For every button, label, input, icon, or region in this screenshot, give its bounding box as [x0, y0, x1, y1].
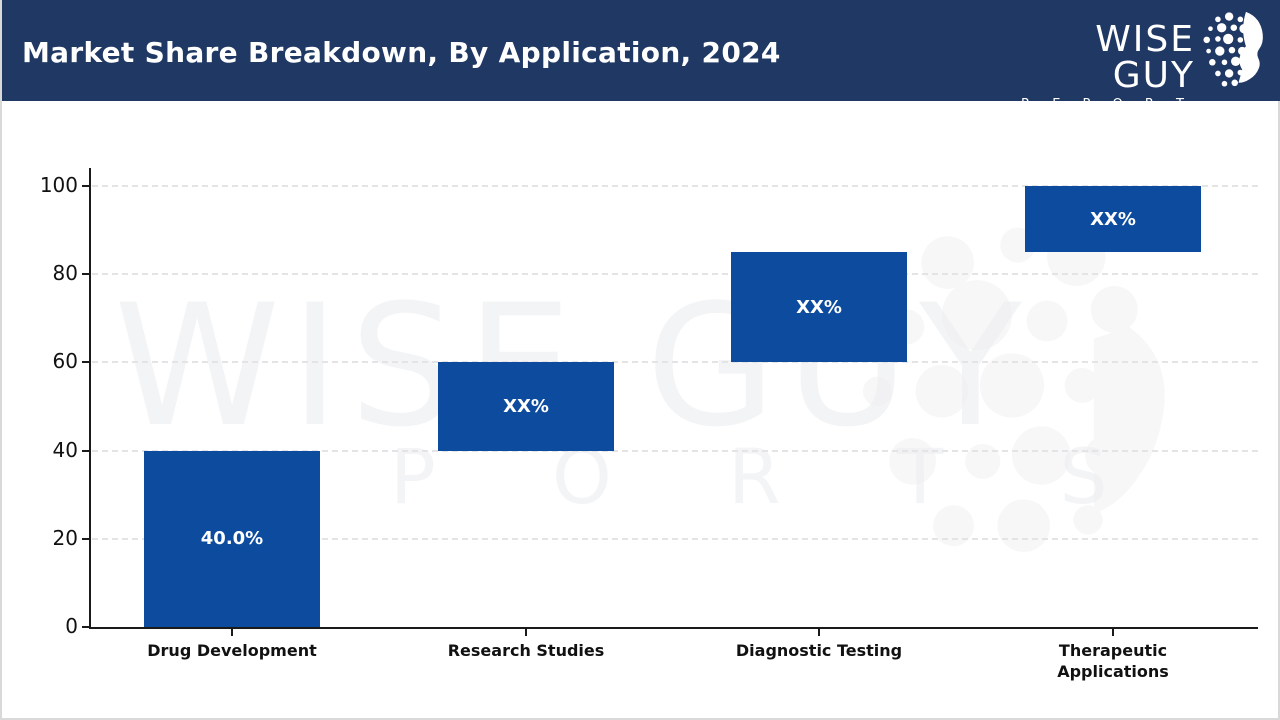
- logo-head-icon: [1203, 11, 1263, 87]
- y-gridline: [92, 361, 1258, 364]
- y-tick-mark: [82, 185, 89, 187]
- header-bar: Market Share Breakdown, By Application, …: [2, 0, 1280, 127]
- y-tick-mark: [82, 273, 89, 276]
- bar-value-label: XX%: [796, 296, 842, 318]
- wise-guy-reports-logo: WISE GUY R E P O R T S: [1010, 6, 1270, 127]
- y-tick-mark: [82, 626, 89, 628]
- x-tick-mark: [231, 629, 233, 636]
- y-tick-mark: [82, 449, 89, 452]
- x-tick-mark: [525, 629, 527, 636]
- y-gridline: [92, 185, 1258, 187]
- y-axis-line: [89, 168, 91, 629]
- bar-value-label: XX%: [1090, 208, 1136, 230]
- bar-value-label: XX%: [503, 395, 549, 417]
- y-gridline: [92, 449, 1258, 452]
- y-tick-mark: [82, 537, 89, 540]
- logo-text: WISE GUY R E P O R T S: [1010, 19, 1195, 128]
- x-category-label: Research Studies: [447, 641, 605, 660]
- x-category-label: Therapeutic Applications: [1057, 641, 1169, 681]
- x-tick-mark: [818, 629, 820, 636]
- x-category-label: Diagnostic Testing: [735, 641, 903, 660]
- bar-segment: XX%: [731, 252, 907, 363]
- bar-segment: XX%: [1025, 186, 1201, 253]
- bar-segment: XX%: [438, 362, 614, 451]
- y-gridline: [92, 537, 1258, 540]
- logo-wiseguy-label: WISE GUY: [1095, 19, 1195, 96]
- y-tick-mark: [82, 361, 89, 364]
- y-tick-label: 100: [39, 173, 78, 197]
- y-tick-label: 60: [52, 349, 78, 374]
- bar-segment: 40.0%: [144, 450, 320, 627]
- x-tick-mark: [1112, 629, 1114, 636]
- bar-value-label: 40.0%: [200, 528, 264, 550]
- logo-reports-label: R E P O R T S: [1021, 97, 1193, 127]
- y-tick-label: 80: [52, 261, 78, 286]
- y-tick-label: 0: [65, 614, 78, 638]
- x-axis-line: [89, 627, 1258, 629]
- y-gridline: [92, 273, 1258, 276]
- x-category-label: Drug Development: [147, 641, 317, 660]
- y-tick-label: 20: [52, 525, 78, 550]
- y-tick-label: 40: [52, 437, 78, 462]
- chart-title: Market Share Breakdown, By Application, …: [22, 36, 781, 69]
